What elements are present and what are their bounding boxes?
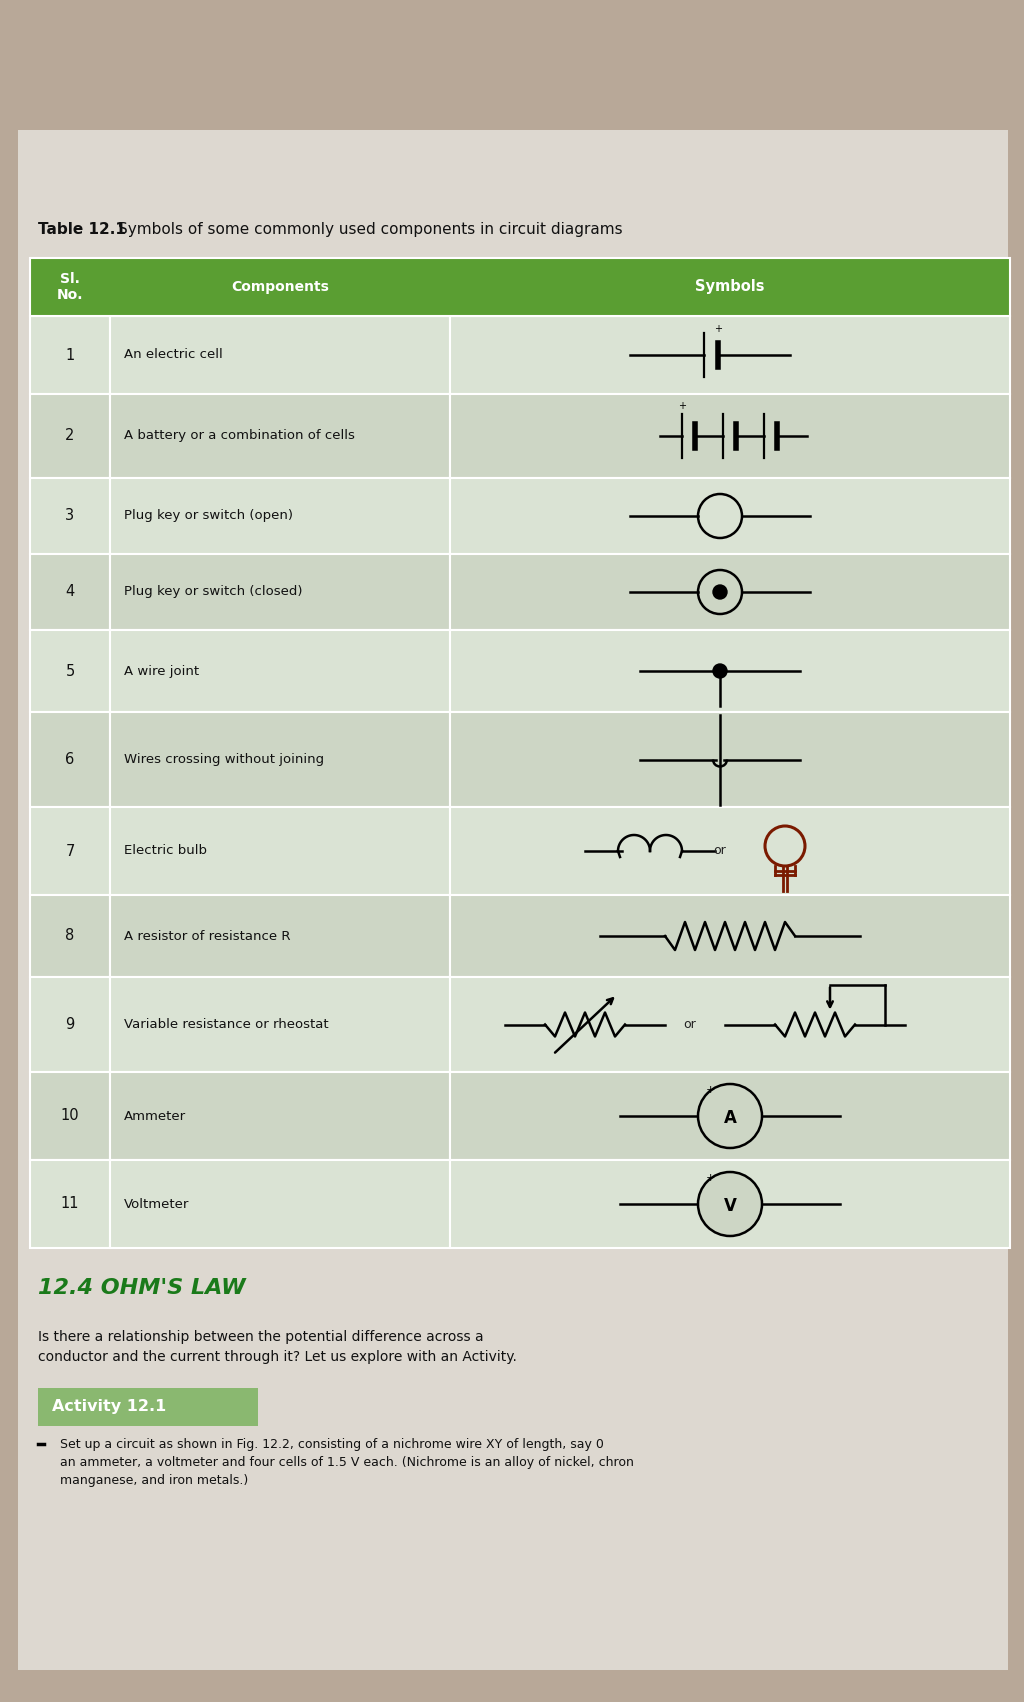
Text: An electric cell: An electric cell [124,349,223,361]
Text: Electric bulb: Electric bulb [124,844,207,858]
Bar [110,807,450,895]
Bar [450,895,1010,977]
Text: 9: 9 [66,1018,75,1031]
Text: V: V [724,1197,736,1215]
Bar [110,553,450,630]
Text: or: or [714,844,726,858]
Text: an ammeter, a voltmeter and four cells of 1.5 V each. (Nichrome is an alloy of n: an ammeter, a voltmeter and four cells o… [52,1455,634,1469]
Text: +: + [706,1173,715,1183]
Text: Plug key or switch (closed): Plug key or switch (closed) [124,585,302,599]
Text: A wire joint: A wire joint [124,664,199,677]
Text: Symbols: Symbols [695,279,765,294]
Bar [110,977,450,1072]
Bar [450,553,1010,630]
Bar [110,630,450,711]
Text: +: + [678,402,686,410]
Bar [450,630,1010,711]
Text: Activity 12.1: Activity 12.1 [52,1399,166,1414]
Bar [30,259,1010,317]
Bar [110,478,450,553]
Text: +: + [706,1084,715,1094]
Text: 1: 1 [66,347,75,363]
Bar [110,1161,450,1248]
Text: A battery or a combination of cells: A battery or a combination of cells [124,429,355,443]
Bar [30,895,110,977]
Text: 3: 3 [66,509,75,524]
Bar [30,1072,110,1161]
Text: 10: 10 [60,1108,79,1123]
Bar [30,711,110,807]
Text: 5: 5 [66,664,75,679]
Text: conductor and the current through it? Let us explore with an Activity.: conductor and the current through it? Le… [38,1350,517,1363]
Text: 6: 6 [66,752,75,768]
Bar [450,317,1010,393]
Text: Plug key or switch (open): Plug key or switch (open) [124,509,293,523]
Bar [110,711,450,807]
Bar [30,478,110,553]
Text: 8: 8 [66,929,75,943]
Text: Components: Components [231,281,329,294]
Bar [30,977,110,1072]
Text: Is there a relationship between the potential difference across a: Is there a relationship between the pote… [38,1329,483,1345]
Bar [30,807,110,895]
Bar [450,393,1010,478]
Text: +: + [714,323,722,334]
Text: Table 12.1: Table 12.1 [38,221,131,237]
Text: 11: 11 [60,1197,79,1212]
Text: Wires crossing without joining: Wires crossing without joining [124,752,325,766]
Text: Set up a circuit as shown in Fig. 12.2, consisting of a nichrome wire XY of leng: Set up a circuit as shown in Fig. 12.2, … [52,1438,604,1452]
Text: 12.4 OHM'S LAW: 12.4 OHM'S LAW [38,1278,246,1299]
Circle shape [713,664,727,677]
Text: or: or [684,1018,696,1031]
Text: A resistor of resistance R: A resistor of resistance R [124,929,291,943]
Bar [110,317,450,393]
Bar [30,317,110,393]
Bar [450,711,1010,807]
Bar [110,895,450,977]
Text: 7: 7 [66,844,75,858]
Bar [110,393,450,478]
Bar [30,553,110,630]
Bar [450,1161,1010,1248]
Text: Sl.
No.: Sl. No. [56,272,83,301]
Bar [450,977,1010,1072]
Bar [30,393,110,478]
Bar [450,1072,1010,1161]
Text: Ammeter: Ammeter [124,1110,186,1123]
Text: 4: 4 [66,584,75,599]
Text: Voltmeter: Voltmeter [124,1198,189,1210]
Circle shape [698,1084,762,1149]
Text: manganese, and iron metals.): manganese, and iron metals.) [52,1474,248,1488]
Bar [30,1161,110,1248]
Text: Symbols of some commonly used components in circuit diagrams: Symbols of some commonly used components… [118,221,623,237]
Bar [450,807,1010,895]
Text: Variable resistance or rheostat: Variable resistance or rheostat [124,1018,329,1031]
Bar [30,630,110,711]
Circle shape [698,1173,762,1236]
Circle shape [713,585,727,599]
Bar [110,1072,450,1161]
Bar [450,478,1010,553]
Text: A: A [724,1110,736,1127]
Text: 2: 2 [66,429,75,444]
Bar [38,1389,258,1426]
